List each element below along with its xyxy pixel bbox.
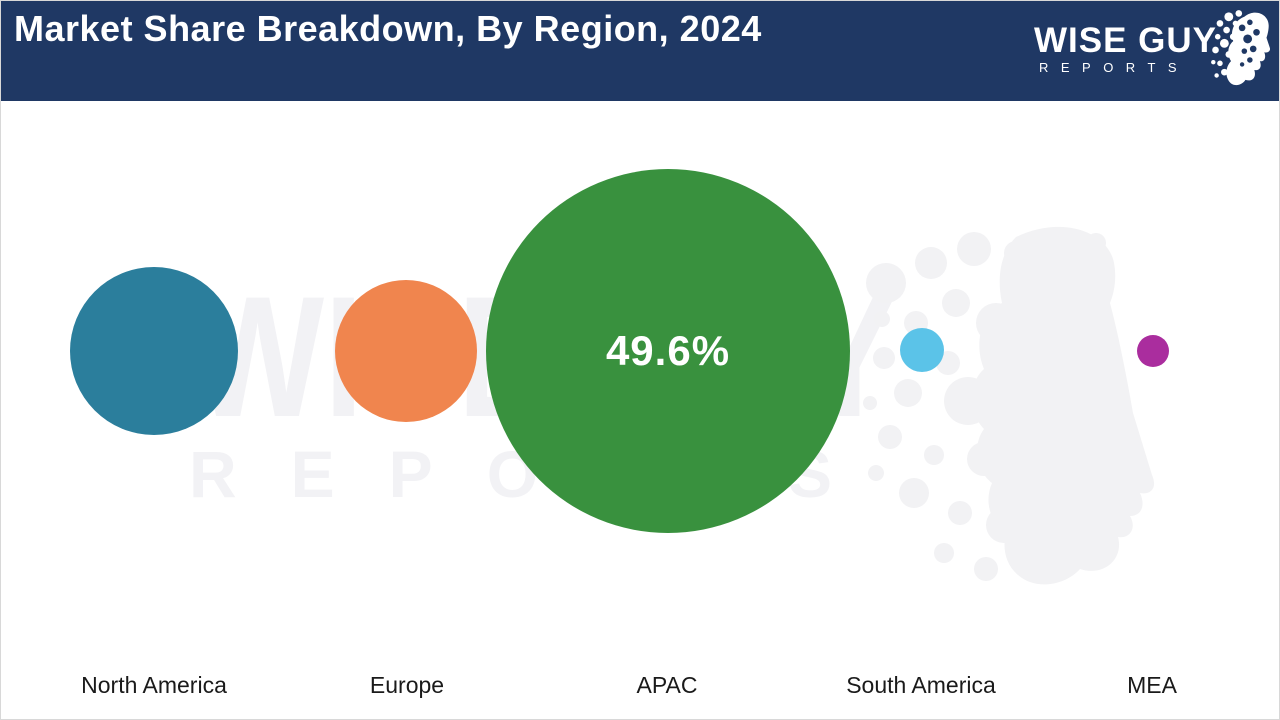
header-banner: Market Share Breakdown, By Region, 2024 … bbox=[1, 1, 1279, 101]
bubble-north-america[interactable] bbox=[70, 267, 238, 435]
wiseguy-logo: WISE GUY REPORTS bbox=[1034, 10, 1271, 91]
wiseguy-logo-tagline: REPORTS bbox=[1038, 60, 1190, 75]
wiseguy-head-icon bbox=[1211, 10, 1271, 86]
bubble-apac[interactable]: 49.6% bbox=[486, 169, 850, 533]
wiseguy-logo-text: WISE GUY REPORTS bbox=[1034, 23, 1217, 74]
page-title: Market Share Breakdown, By Region, 2024 bbox=[14, 8, 762, 49]
bubble-europe[interactable] bbox=[335, 280, 477, 422]
bubble-mea[interactable] bbox=[1137, 335, 1169, 367]
bubble-value-label: 49.6% bbox=[605, 327, 731, 374]
wiseguy-logo-name: WISE GUY bbox=[1033, 21, 1217, 60]
bubble-south-america[interactable] bbox=[900, 328, 944, 372]
